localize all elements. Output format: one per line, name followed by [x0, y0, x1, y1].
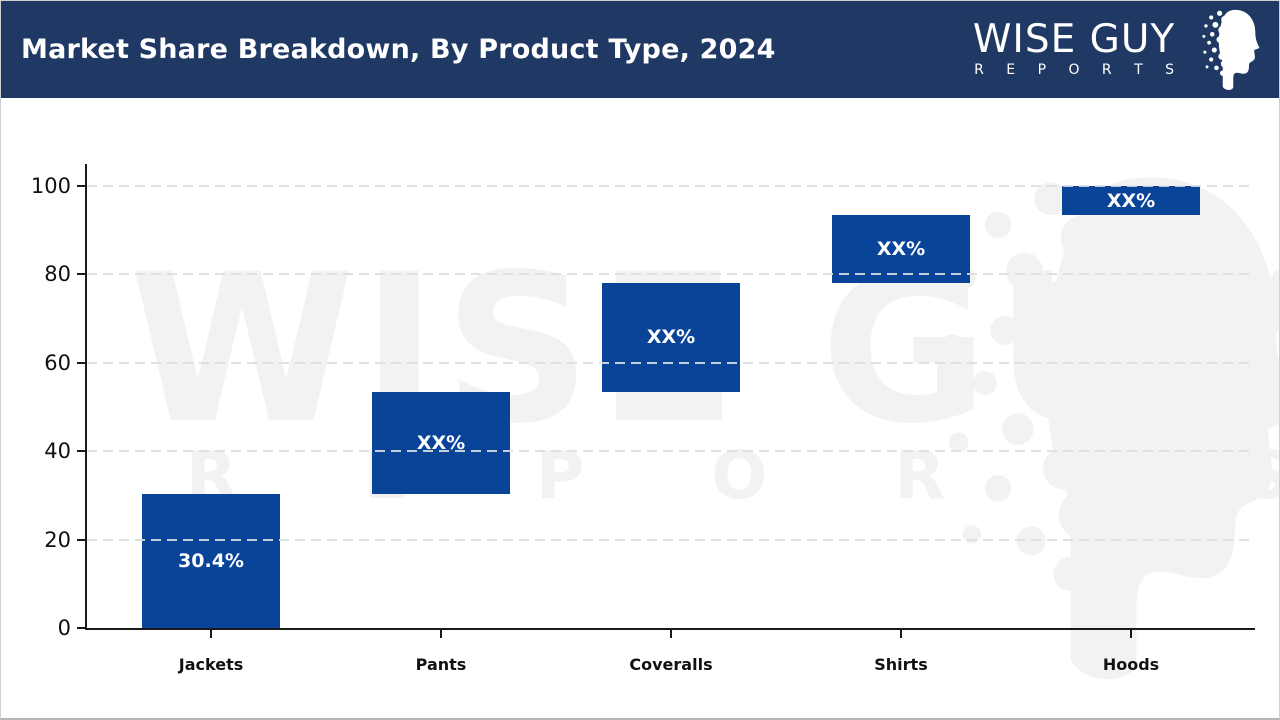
- gridline-60: [87, 361, 1255, 364]
- gridline-40: [87, 450, 1255, 453]
- x-tick-mark-hoods: [1130, 630, 1132, 638]
- chart-area: WISE GUY R E P O R T S: [1, 98, 1279, 718]
- y-tick-mark-60: [77, 361, 85, 364]
- y-tick-label: 40: [44, 439, 71, 464]
- chart-title: Market Share Breakdown, By Product Type,…: [21, 34, 776, 65]
- bar-coveralls: XX%: [602, 283, 740, 392]
- y-axis-line: [85, 164, 87, 630]
- logo-text: WISE GUY R E P O R T S: [965, 16, 1183, 79]
- bar-value-label: XX%: [1106, 189, 1156, 212]
- gridline-100: [87, 185, 1255, 188]
- bar-value-label: XX%: [416, 431, 466, 454]
- y-tick-mark-0: [77, 627, 85, 629]
- bar-hoods: XX%: [1062, 186, 1200, 216]
- x-axis-line: [85, 628, 1255, 630]
- wise-guy-logo: WISE GUY R E P O R T S: [965, 7, 1267, 91]
- y-tick-label: 0: [57, 616, 71, 640]
- x-tick-mark-jackets: [210, 630, 212, 638]
- y-tick-mark-20: [77, 538, 85, 541]
- bar-value-label: 30.4%: [178, 549, 244, 572]
- y-tick-label: 20: [44, 527, 71, 552]
- y-tick-mark-40: [77, 450, 85, 453]
- y-tick-label: 80: [44, 262, 71, 287]
- x-tick-mark-coveralls: [670, 630, 672, 638]
- category-label-shirts: Shirts: [874, 655, 928, 674]
- logo-subtitle: R E P O R T S: [974, 62, 1183, 79]
- x-tick-mark-pants: [440, 630, 442, 638]
- x-tick-mark-shirts: [900, 630, 902, 638]
- bar-pants: XX%: [372, 391, 510, 494]
- category-label-coveralls: Coveralls: [629, 655, 713, 674]
- header-bar: Market Share Breakdown, By Product Type,…: [1, 1, 1279, 98]
- logo-wordmark: WISE GUY: [972, 16, 1176, 62]
- bar-shirts: XX%: [832, 215, 970, 284]
- y-tick-mark-80: [77, 273, 85, 276]
- y-tick-mark-100: [77, 185, 85, 188]
- bar-value-label: XX%: [646, 326, 696, 349]
- bar-jackets: 30.4%: [142, 493, 280, 628]
- category-label-pants: Pants: [415, 655, 467, 674]
- y-tick-label: 100: [30, 174, 71, 199]
- gridline-80: [87, 273, 1255, 276]
- bar-value-label: XX%: [876, 238, 926, 261]
- dotted-head-icon: [1202, 9, 1260, 90]
- y-tick-label: 60: [44, 350, 71, 375]
- category-label-hoods: Hoods: [1102, 655, 1160, 674]
- gridline-20: [87, 538, 1255, 541]
- plot-area: 0 20 40 60 80 100 30.4% Jackets XX% Pants XX% Cover…: [31, 164, 1255, 674]
- category-label-jackets: Jackets: [178, 655, 244, 674]
